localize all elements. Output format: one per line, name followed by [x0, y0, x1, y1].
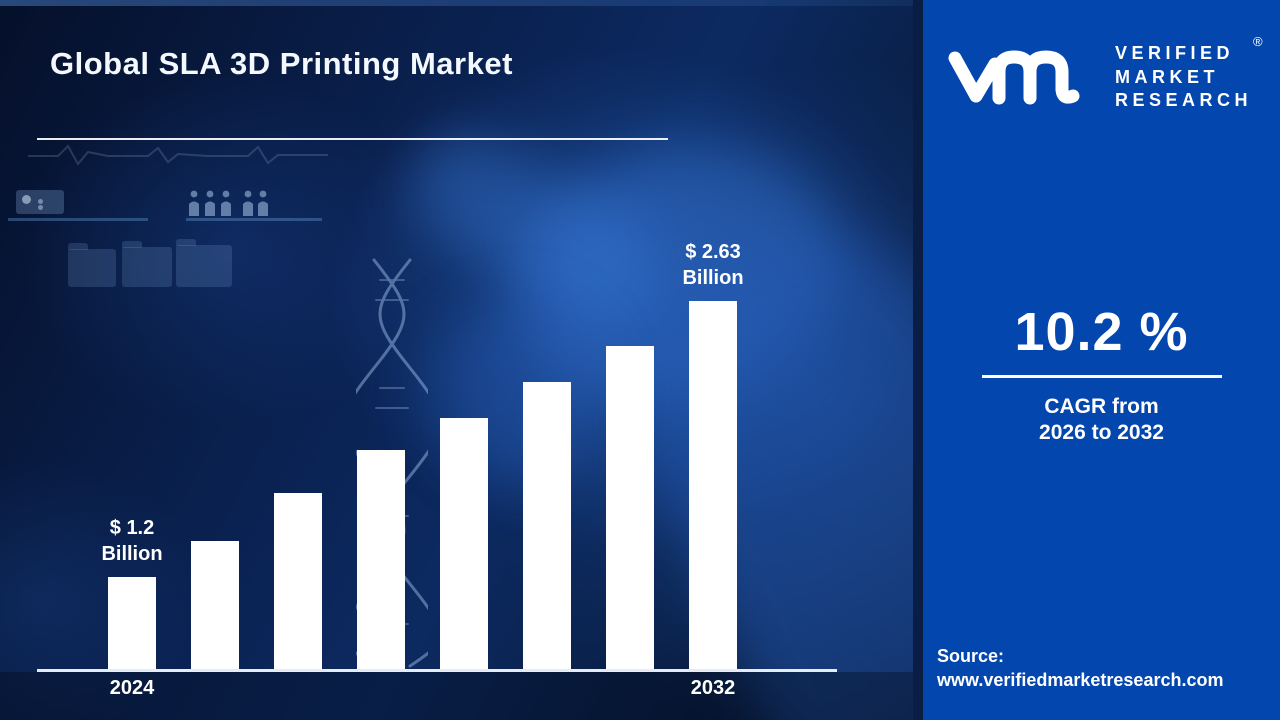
cagr-block: 10.2 % CAGR from 2026 to 2032: [923, 301, 1280, 446]
x-axis-line: [37, 669, 837, 672]
bar: [440, 418, 488, 669]
registered-trademark-icon: ®: [1253, 34, 1263, 49]
logo-line-market: MARKET: [1115, 66, 1219, 87]
bar-value-label: $ 2.63 Billion: [682, 241, 744, 289]
folder-icon: [68, 243, 116, 287]
bar-value-label: $ 1.2 Billion: [101, 517, 163, 565]
people-icons: [189, 190, 268, 216]
bar-chart: $ 1.2 Billion $ 2.63 Billion 2024 2032: [37, 241, 837, 699]
source-label: Source:: [937, 646, 1005, 666]
vmr-logo-wordmark: VERIFIED MARKET RESEARCH: [1115, 42, 1252, 113]
cagr-caption: CAGR from 2026 to 2032: [923, 394, 1280, 446]
title-underline: [37, 138, 668, 140]
page-title: Global SLA 3D Printing Market: [50, 46, 513, 81]
chart-section: Global SLA 3D Printing Market $ 1.2 Bill…: [0, 0, 913, 720]
bar: [191, 541, 239, 669]
footer-shade: [0, 672, 913, 720]
cagr-underline: [981, 375, 1222, 378]
bar: [606, 346, 654, 669]
cagr-caption-line1: CAGR from: [1044, 395, 1159, 418]
bar: [357, 450, 405, 669]
bar: [523, 382, 571, 669]
id-card-icon: [16, 190, 64, 214]
source-block: Source: www.verifiedmarketresearch.com: [937, 644, 1223, 692]
bar: [274, 493, 322, 669]
x-axis-tick-label: 2024: [109, 677, 155, 699]
logo-line-research: RESEARCH: [1115, 90, 1253, 110]
shelf-line: [186, 218, 322, 221]
bar: [689, 301, 737, 669]
shelf-line: [8, 218, 148, 221]
stats-panel: VERIFIED MARKET RESEARCH ® 10.2 % CAGR f…: [923, 0, 1280, 720]
vmr-logo-icon: [948, 50, 1080, 105]
cagr-caption-line2: 2026 to 2032: [1039, 421, 1164, 444]
panel-divider: [913, 0, 923, 720]
heartbeat-line-icon: [28, 144, 328, 166]
cagr-value: 10.2 %: [1014, 302, 1189, 362]
logo-line-verified: VERIFIED: [1115, 43, 1235, 63]
top-edge-glow: [0, 0, 913, 6]
x-axis-tick-label: 2032: [690, 677, 736, 699]
folder-icon: [122, 241, 172, 287]
bar: [108, 577, 156, 669]
folder-icon: [176, 239, 232, 287]
source-url: www.verifiedmarketresearch.com: [937, 670, 1224, 690]
